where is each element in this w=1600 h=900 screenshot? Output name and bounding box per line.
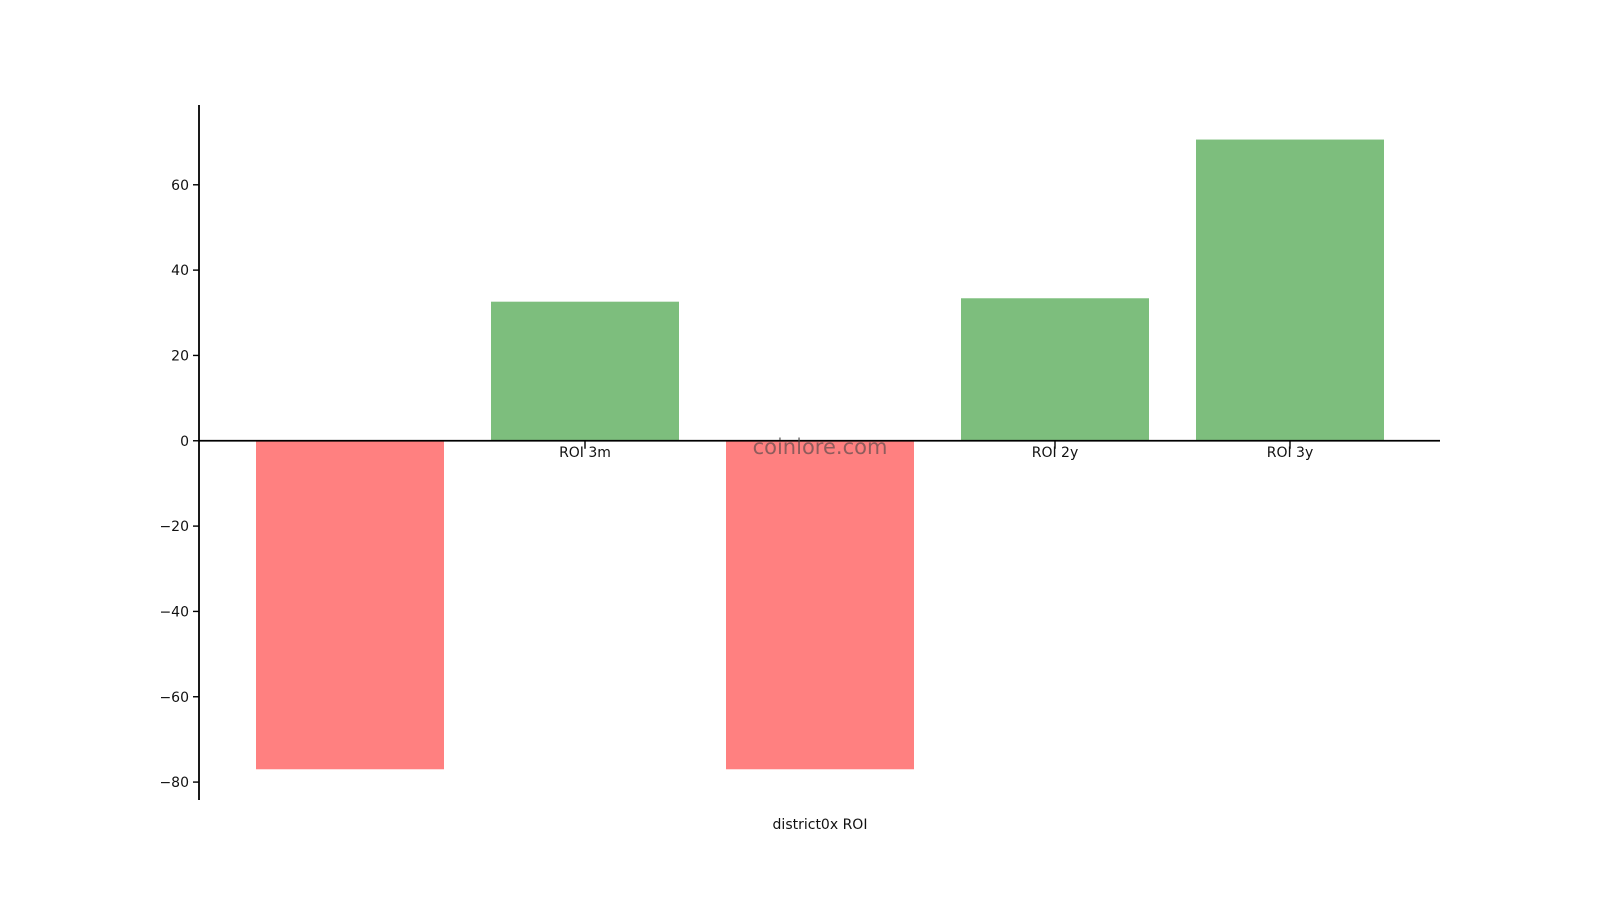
x-tick-label: ROI 2y (1032, 445, 1079, 461)
y-tick-label: 40 (171, 263, 189, 279)
bar-1 (256, 440, 444, 770)
y-tick-label: −20 (159, 519, 189, 535)
y-tick-label: 20 (171, 348, 189, 364)
y-tick-label: 60 (171, 178, 189, 194)
bar-4 (961, 298, 1149, 441)
y-tick-label: −40 (159, 604, 189, 620)
bar-5 (1196, 139, 1384, 441)
bar-2 (491, 301, 679, 441)
y-tick-label: 0 (180, 434, 189, 450)
y-tick-label: −80 (159, 775, 189, 791)
x-tick-label: ROI 3y (1267, 445, 1314, 461)
y-tick-label: −60 (159, 690, 189, 706)
x-tick-label: ROI 3m (559, 445, 611, 461)
bar-3 (726, 440, 914, 770)
x-axis-title: district0x ROI (772, 817, 868, 833)
